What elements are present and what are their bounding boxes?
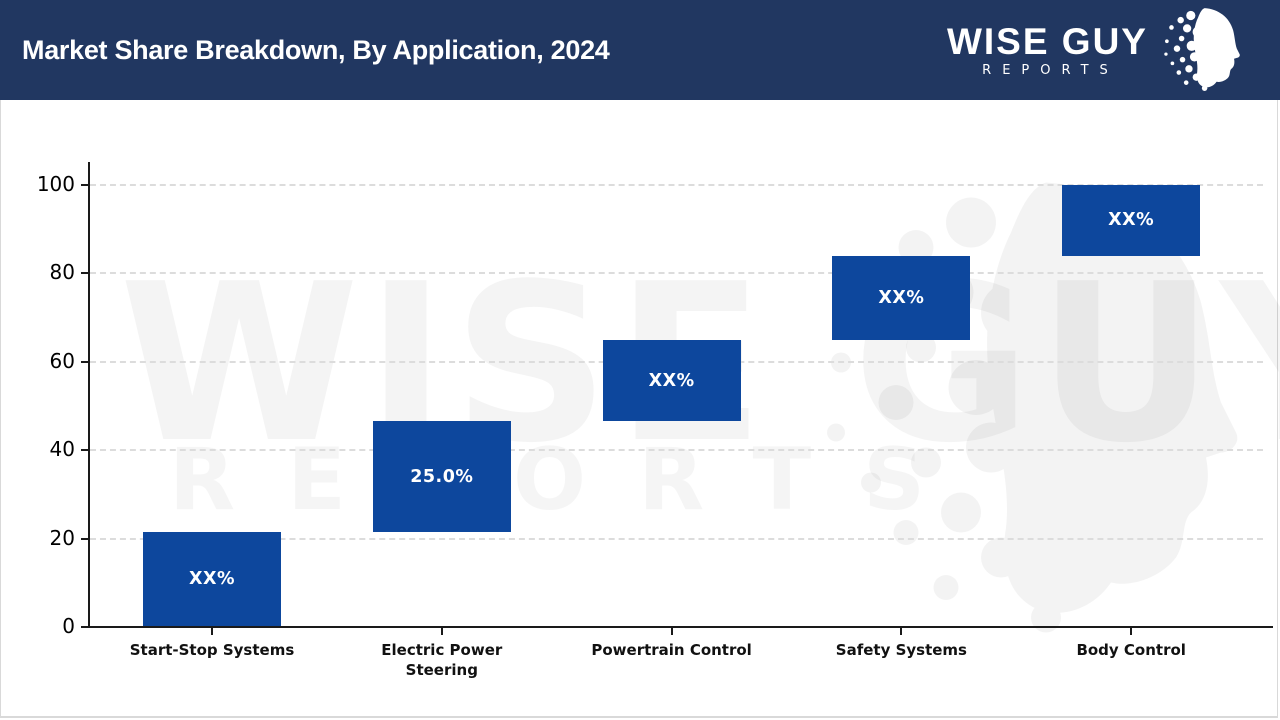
- bar-value-label: XX%: [188, 569, 236, 590]
- y-tick-label: 0: [62, 614, 75, 638]
- y-tick-mark: [81, 537, 88, 540]
- x-tick-mark: [900, 628, 903, 635]
- y-tick-mark: [81, 184, 88, 186]
- bar-segment: XX%: [832, 255, 971, 340]
- x-tick-mark: [670, 628, 673, 635]
- gridline-20: [90, 537, 1263, 540]
- y-tick-mark: [81, 272, 88, 275]
- header-bar: Market Share Breakdown, By Application, …: [0, 0, 1280, 100]
- face-profile-logo-icon: [1164, 8, 1240, 91]
- y-tick-label: 80: [49, 260, 75, 285]
- brand-wordmark: WISE GUY REPORTS: [947, 23, 1148, 77]
- page-title: Market Share Breakdown, By Application, …: [22, 34, 610, 65]
- bar-segment: XX%: [143, 531, 281, 627]
- y-tick-label: 20: [49, 525, 75, 550]
- x-category-label: Safety Systems: [835, 641, 967, 659]
- bar-segment: XX%: [1062, 185, 1201, 256]
- bar-segment: XX%: [602, 339, 741, 422]
- x-tick-mark: [1130, 628, 1133, 635]
- bar-value-label: XX%: [878, 287, 925, 308]
- x-category-label: Electric Power Steering: [381, 641, 503, 680]
- bar-segment: 25.0%: [372, 421, 511, 532]
- y-tick-label: 40: [49, 437, 75, 462]
- brand-logo: WISE GUY REPORTS: [947, 6, 1246, 94]
- y-tick-mark: [81, 626, 88, 628]
- bar-value-label: XX%: [648, 370, 695, 391]
- x-category-label: Powertrain Control: [591, 641, 752, 659]
- gridline-40: [90, 449, 1263, 452]
- bar-value-label: XX%: [1108, 210, 1155, 231]
- plot-area: 0 20 40 60 80 100 XX% Start-Stop Systems 25.0% El…: [1, 100, 1279, 718]
- gridline-80: [90, 272, 1263, 275]
- y-tick-mark: [81, 449, 88, 452]
- y-tick-mark: [81, 360, 88, 363]
- x-tick-mark: [440, 628, 443, 635]
- y-tick-label: 60: [49, 348, 75, 373]
- x-axis-line: [88, 626, 1273, 628]
- gridline-100: [90, 184, 1263, 186]
- y-axis-line: [88, 162, 90, 628]
- brand-name: WISE GUY: [946, 21, 1148, 62]
- x-category-label: Start-Stop Systems: [129, 641, 295, 659]
- x-tick-mark: [211, 628, 213, 635]
- brand-subname: REPORTS: [982, 63, 1119, 78]
- chart-canvas: WISE GUY REPORTS 020406080100XX%Start-St…: [0, 100, 1280, 718]
- watermark-text-2: REPORTS: [169, 430, 977, 530]
- y-tick-label: 100: [36, 172, 75, 196]
- x-category-label: Body Control: [1076, 641, 1186, 659]
- bar-value-label: 25.0%: [410, 466, 474, 487]
